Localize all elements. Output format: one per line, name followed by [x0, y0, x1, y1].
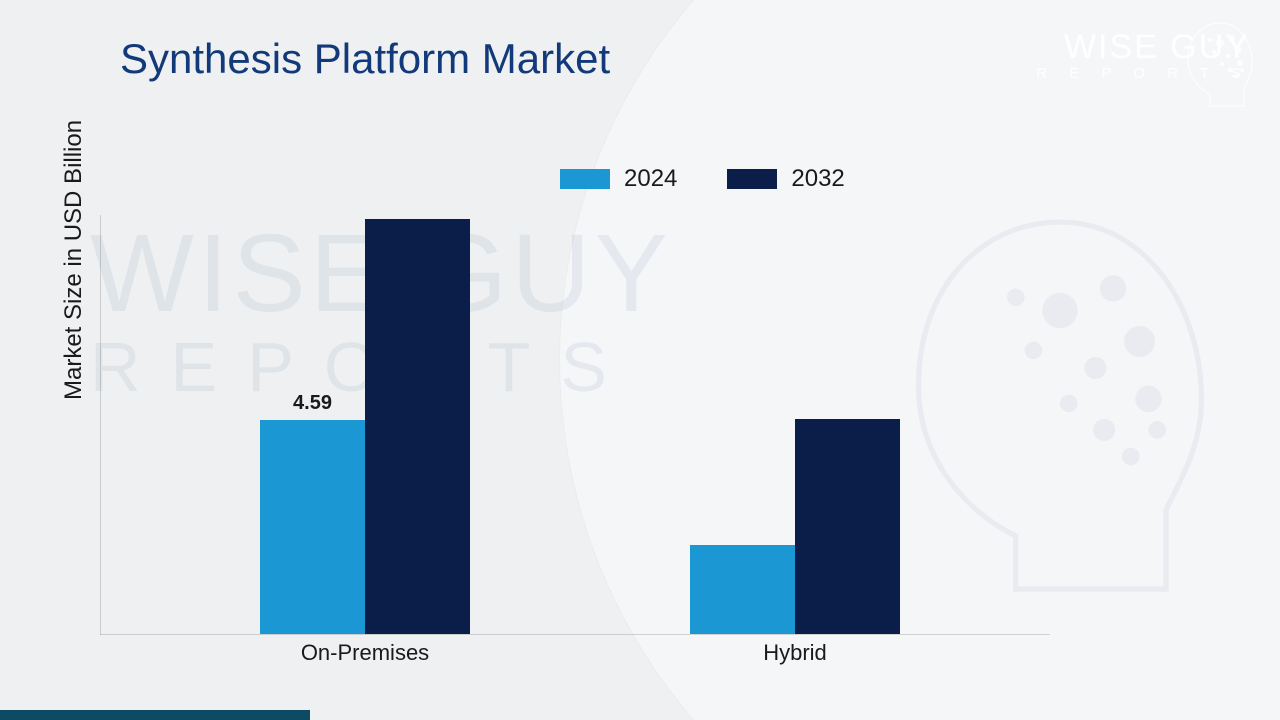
y-axis-line [100, 215, 101, 635]
legend-label: 2024 [624, 165, 677, 193]
bar-group: 4.59On-Premises [260, 219, 470, 634]
bar-value-label: 4.59 [293, 392, 332, 415]
legend: 2024 2032 [560, 165, 845, 193]
legend-item: 2032 [727, 165, 844, 193]
bar-2032 [795, 419, 900, 634]
brand-logo: WISE GUY R E P O R T S [980, 28, 1250, 82]
bottom-accent-strip [0, 710, 310, 720]
plot-area: 4.59On-Premises Hybrid [100, 215, 1000, 635]
legend-swatch [560, 169, 610, 189]
category-label: Hybrid [763, 640, 827, 666]
legend-label: 2032 [791, 165, 844, 193]
bar-2032 [365, 219, 470, 634]
head-icon [1180, 18, 1260, 113]
chart-container: WISE GUY R E P O R T S WISE GUY REPORTS … [0, 0, 1280, 720]
legend-swatch [727, 169, 777, 189]
legend-item: 2024 [560, 165, 677, 193]
y-axis-label: Market Size in USD Billion [60, 120, 88, 400]
bar-2024: 4.59 [260, 420, 365, 634]
bar-2024 [690, 545, 795, 634]
x-axis-line [100, 634, 1050, 635]
category-label: On-Premises [301, 640, 429, 666]
chart-title: Synthesis Platform Market [120, 35, 610, 83]
bar-group: Hybrid [690, 419, 900, 634]
